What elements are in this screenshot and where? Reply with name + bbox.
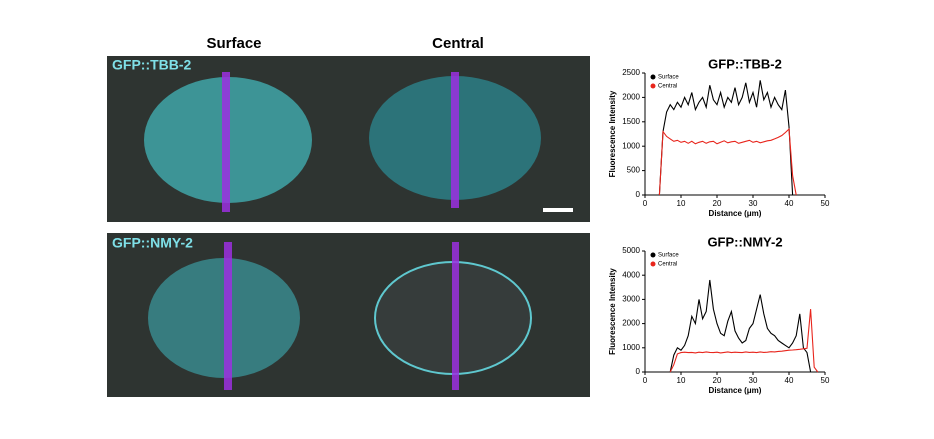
line-scan: [224, 242, 232, 390]
legend-label: Central: [658, 84, 677, 90]
x-tick-label: 20: [713, 199, 722, 208]
x-tick-label: 40: [785, 199, 794, 208]
data-line: [658, 80, 797, 196]
data-line: [669, 279, 818, 373]
chart-title: GFP::TBB-2: [708, 56, 782, 71]
y-tick-label: 2500: [622, 68, 640, 77]
row-label: GFP::NMY-2: [112, 235, 193, 251]
x-tick-label: 0: [643, 199, 648, 208]
y-tick-label: 500: [627, 166, 641, 175]
legend-label: Central: [658, 262, 677, 268]
x-axis-label: Distance (μm): [709, 209, 762, 218]
row-label: GFP::TBB-2: [112, 57, 192, 73]
data-line: [658, 127, 797, 196]
x-tick-label: 50: [821, 199, 830, 208]
column-label: Central: [432, 35, 484, 52]
legend-label: Surface: [658, 75, 679, 81]
y-axis-label: Fluorescence Intensity: [608, 268, 617, 355]
y-tick-label: 1500: [622, 117, 640, 126]
y-tick-label: 3000: [622, 295, 640, 304]
scale-bar: [543, 208, 573, 212]
y-tick-label: 2000: [622, 93, 640, 102]
column-label: Surface: [206, 35, 261, 52]
data-line: [669, 309, 819, 373]
x-tick-label: 40: [785, 376, 794, 385]
y-tick-label: 2000: [622, 319, 640, 328]
y-tick-label: 1000: [622, 343, 640, 352]
x-tick-label: 0: [643, 376, 648, 385]
legend-marker: [650, 252, 656, 258]
x-tick-label: 30: [749, 199, 758, 208]
line-scan: [222, 72, 230, 212]
legend-marker: [650, 83, 656, 89]
line-scan: [451, 72, 459, 208]
chart-title: GFP::NMY-2: [707, 234, 782, 249]
y-tick-label: 0: [636, 190, 641, 199]
legend-marker: [650, 74, 656, 80]
y-tick-label: 4000: [622, 270, 640, 279]
legend-marker: [650, 261, 656, 267]
x-tick-label: 50: [821, 376, 830, 385]
y-tick-label: 0: [636, 367, 641, 376]
x-axis-label: Distance (μm): [709, 386, 762, 395]
y-tick-label: 1000: [622, 141, 640, 150]
y-axis-label: Fluorescence Intensity: [608, 90, 617, 177]
y-tick-label: 5000: [622, 246, 640, 255]
line-scan: [452, 242, 459, 390]
x-tick-label: 10: [677, 199, 686, 208]
legend-label: Surface: [658, 253, 679, 259]
x-tick-label: 30: [749, 376, 758, 385]
x-tick-label: 10: [677, 376, 686, 385]
x-tick-label: 20: [713, 376, 722, 385]
